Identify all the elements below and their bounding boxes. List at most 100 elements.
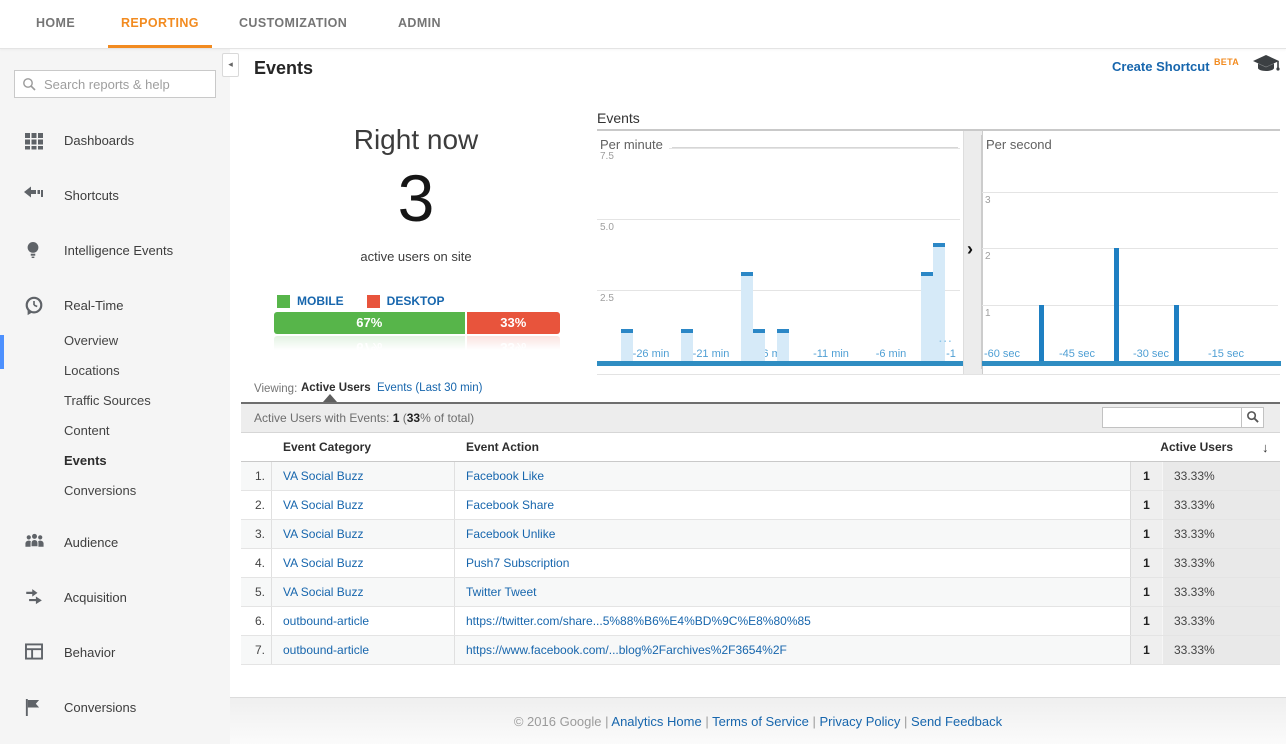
table-row: 6. outbound-article https://twitter.com/sh… xyxy=(241,607,1280,636)
event-action-link[interactable]: Push7 Subscription xyxy=(466,556,570,570)
per-minute-chart: 2.5 5.0 7.5 -26 min -21 min -16 min -11 min -6 … xyxy=(597,135,963,369)
collapse-arrow-icon: ◂ xyxy=(228,59,233,69)
table-row: 7. outbound-article https://www.facebook.c… xyxy=(241,636,1280,665)
event-category-cell: outbound-article xyxy=(272,607,455,635)
event-action-link[interactable]: https://www.facebook.com/...blog%2Farchi… xyxy=(466,643,787,657)
chart-bar xyxy=(1039,305,1044,361)
audience-icon xyxy=(24,533,44,553)
viewing-tab-events-last-30-min-[interactable]: Events (Last 30 min) xyxy=(377,382,483,394)
sidebar-subitem-conversions[interactable]: Conversions xyxy=(64,483,137,498)
sidebar-subitem-overview[interactable]: Overview xyxy=(64,333,119,348)
footer-link-send-feedback[interactable]: Send Feedback xyxy=(911,714,1003,729)
footer: © 2016 Google | Analytics Home | Terms o… xyxy=(230,697,1286,744)
event-action-cell: Facebook Like xyxy=(455,462,1130,490)
y-tick-label: 3 xyxy=(985,195,991,206)
footer-copyright: © 2016 Google xyxy=(513,714,602,729)
sidebar-item-audience[interactable]: Audience xyxy=(0,533,230,557)
beta-badge: BETA xyxy=(1214,57,1240,67)
column-header-active-users[interactable]: Active Users xyxy=(1160,440,1233,454)
event-action-link[interactable]: https://twitter.com/share...5%88%B6%E4%B… xyxy=(466,614,811,628)
chart-bottom-divider xyxy=(597,374,1280,375)
event-category-link[interactable]: VA Social Buzz xyxy=(283,469,364,483)
chart-bar-cap xyxy=(777,329,789,333)
sidebar-item-behavior[interactable]: Behavior xyxy=(0,643,230,667)
dashboards-icon xyxy=(24,131,44,151)
sidebar-search-box[interactable] xyxy=(14,70,222,98)
create-shortcut-link[interactable]: Create Shortcut xyxy=(1112,59,1210,74)
x-tick-label: -30 sec xyxy=(1132,348,1170,360)
x-tick-label: -6 min xyxy=(875,348,907,360)
gridline xyxy=(597,219,960,220)
chart-bar xyxy=(921,272,933,361)
event-action-link[interactable]: Twitter Tweet xyxy=(466,585,537,599)
event-category-link[interactable]: VA Social Buzz xyxy=(283,585,364,599)
row-rank: 7. xyxy=(241,636,272,664)
sidebar-item-label: Dashboards xyxy=(64,133,135,148)
sidebar-item-real-time[interactable]: Real-Time xyxy=(0,296,230,320)
sidebar-collapse-button[interactable]: ◂ xyxy=(222,53,239,77)
percent-cell: 33.33% xyxy=(1162,607,1280,635)
table-search-button[interactable] xyxy=(1242,407,1264,428)
active-users-cell: 1 xyxy=(1130,636,1162,664)
active-users-count: 3 xyxy=(397,161,435,235)
chart-expand-handle[interactable]: › xyxy=(963,131,983,374)
nav-tab-admin[interactable]: ADMIN xyxy=(398,16,441,30)
x-tick-label: -45 sec xyxy=(1058,348,1096,360)
event-category-link[interactable]: VA Social Buzz xyxy=(283,527,364,541)
chart-bar xyxy=(1174,305,1179,361)
column-header-event-category[interactable]: Event Category xyxy=(283,440,372,454)
device-segment-desktop: 33% xyxy=(466,312,560,334)
event-action-link[interactable]: Facebook Share xyxy=(466,498,555,512)
active-users-cell: 1 xyxy=(1130,491,1162,519)
sidebar-item-conversions[interactable]: Conversions xyxy=(0,698,230,722)
row-rank: 2. xyxy=(241,491,272,519)
sidebar-search-input[interactable] xyxy=(42,75,222,93)
sidebar: Dashboards Shortcuts Intelligence Events Re… xyxy=(0,48,230,744)
device-split-bar: 67% 33% xyxy=(274,312,560,334)
footer-link-analytics-home[interactable]: Analytics Home xyxy=(611,714,702,729)
event-category-link[interactable]: VA Social Buzz xyxy=(283,556,364,570)
sidebar-subitem-traffic-sources[interactable]: Traffic Sources xyxy=(64,393,151,408)
footer-link-privacy-policy[interactable]: Privacy Policy xyxy=(819,714,901,729)
nav-tab-reporting[interactable]: REPORTING xyxy=(108,0,212,48)
event-category-link[interactable]: outbound-article xyxy=(283,643,370,657)
event-category-cell: VA Social Buzz xyxy=(272,462,455,490)
gridline xyxy=(669,148,960,149)
sidebar-subitem-locations[interactable]: Locations xyxy=(64,363,120,378)
event-category-cell: VA Social Buzz xyxy=(272,520,455,548)
event-category-link[interactable]: VA Social Buzz xyxy=(283,498,364,512)
nav-tab-home[interactable]: HOME xyxy=(36,16,76,30)
chart-bar-cap xyxy=(741,272,753,276)
chart-bar-cap xyxy=(753,329,765,333)
event-action-link[interactable]: Facebook Unlike xyxy=(466,527,556,541)
event-action-link[interactable]: Facebook Like xyxy=(466,469,545,483)
sidebar-subitem-content[interactable]: Content xyxy=(64,423,110,438)
per-second-label: Per second xyxy=(986,137,1052,152)
footer-link-terms-of-service[interactable]: Terms of Service xyxy=(712,714,809,729)
column-header-event-action[interactable]: Event Action xyxy=(466,440,539,454)
sidebar-item-dashboards[interactable]: Dashboards xyxy=(0,131,230,155)
real-time-icon xyxy=(24,296,44,316)
table-search-input[interactable] xyxy=(1102,407,1242,428)
viewing-tab-active-users[interactable]: Active Users xyxy=(301,382,371,394)
active-users-cell: 1 xyxy=(1130,520,1162,548)
sidebar-item-acquisition[interactable]: Acquisition xyxy=(0,588,230,612)
top-nav: HOME REPORTING CUSTOMIZATION ADMIN xyxy=(0,0,1286,49)
footer-separator: | xyxy=(808,714,820,729)
sidebar-item-intelligence-events[interactable]: Intelligence Events xyxy=(0,241,230,265)
sidebar-subitem-events[interactable]: Events xyxy=(64,453,107,468)
x-tick-label: -60 sec xyxy=(983,348,1021,360)
partial-minute-dots: ... xyxy=(939,334,954,345)
event-category-cell: VA Social Buzz xyxy=(272,549,455,577)
sidebar-item-shortcuts[interactable]: Shortcuts xyxy=(0,186,230,210)
sort-desc-icon[interactable]: ↓ xyxy=(1262,440,1269,455)
nav-tab-customization[interactable]: CUSTOMIZATION xyxy=(239,16,348,30)
event-category-link[interactable]: outbound-article xyxy=(283,614,370,628)
row-rank: 5. xyxy=(241,578,272,606)
active-section-indicator xyxy=(0,335,4,369)
chart-bar-cap xyxy=(681,329,693,333)
per-minute-label: Per minute xyxy=(600,137,663,152)
device-split-bar-reflection: 67%33% xyxy=(274,336,560,351)
chart-baseline xyxy=(597,361,963,366)
education-cap-icon[interactable] xyxy=(1252,54,1280,74)
